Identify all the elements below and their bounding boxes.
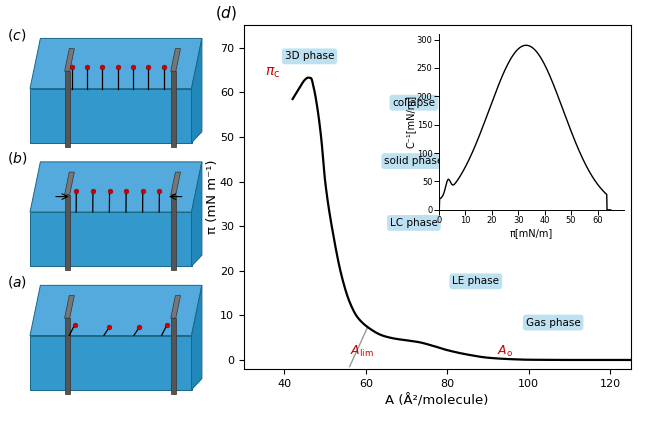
- X-axis label: A (Å²/molecule): A (Å²/molecule): [385, 394, 489, 407]
- Polygon shape: [30, 39, 202, 89]
- Polygon shape: [171, 172, 181, 195]
- Text: $(a)$: $(a)$: [7, 273, 27, 290]
- Text: Gas phase: Gas phase: [526, 318, 580, 327]
- Text: LE phase: LE phase: [452, 276, 499, 286]
- Text: $(b)$: $(b)$: [7, 150, 27, 166]
- Y-axis label: π (mN m⁻¹): π (mN m⁻¹): [205, 160, 218, 234]
- Polygon shape: [171, 71, 176, 147]
- Polygon shape: [64, 71, 70, 147]
- Polygon shape: [30, 335, 192, 390]
- Text: solid phase: solid phase: [384, 156, 443, 166]
- Text: LC phase: LC phase: [390, 218, 438, 228]
- Polygon shape: [171, 296, 181, 318]
- Polygon shape: [192, 162, 202, 266]
- Polygon shape: [30, 162, 202, 212]
- Polygon shape: [64, 172, 74, 195]
- Polygon shape: [192, 285, 202, 390]
- Text: $A_{\rm o}$: $A_{\rm o}$: [497, 344, 513, 359]
- Text: $(d)$: $(d)$: [214, 4, 237, 22]
- Polygon shape: [171, 195, 176, 270]
- Polygon shape: [64, 195, 70, 270]
- Y-axis label: C⁻¹[mN/m]: C⁻¹[mN/m]: [405, 95, 415, 148]
- Polygon shape: [64, 318, 70, 393]
- Polygon shape: [64, 296, 74, 318]
- Text: $A_{\rm lim}$: $A_{\rm lim}$: [350, 344, 374, 359]
- Text: 3D phase: 3D phase: [285, 51, 334, 61]
- Polygon shape: [30, 89, 192, 143]
- Polygon shape: [30, 285, 202, 335]
- Text: $(c)$: $(c)$: [7, 27, 26, 43]
- Polygon shape: [192, 39, 202, 143]
- Text: $\pi_{\rm c}$: $\pi_{\rm c}$: [265, 65, 280, 80]
- Polygon shape: [30, 212, 192, 266]
- Polygon shape: [171, 49, 181, 71]
- X-axis label: π[mN/m]: π[mN/m]: [510, 228, 553, 238]
- Polygon shape: [64, 49, 74, 71]
- Text: collapse: collapse: [393, 98, 436, 108]
- Polygon shape: [171, 318, 176, 393]
